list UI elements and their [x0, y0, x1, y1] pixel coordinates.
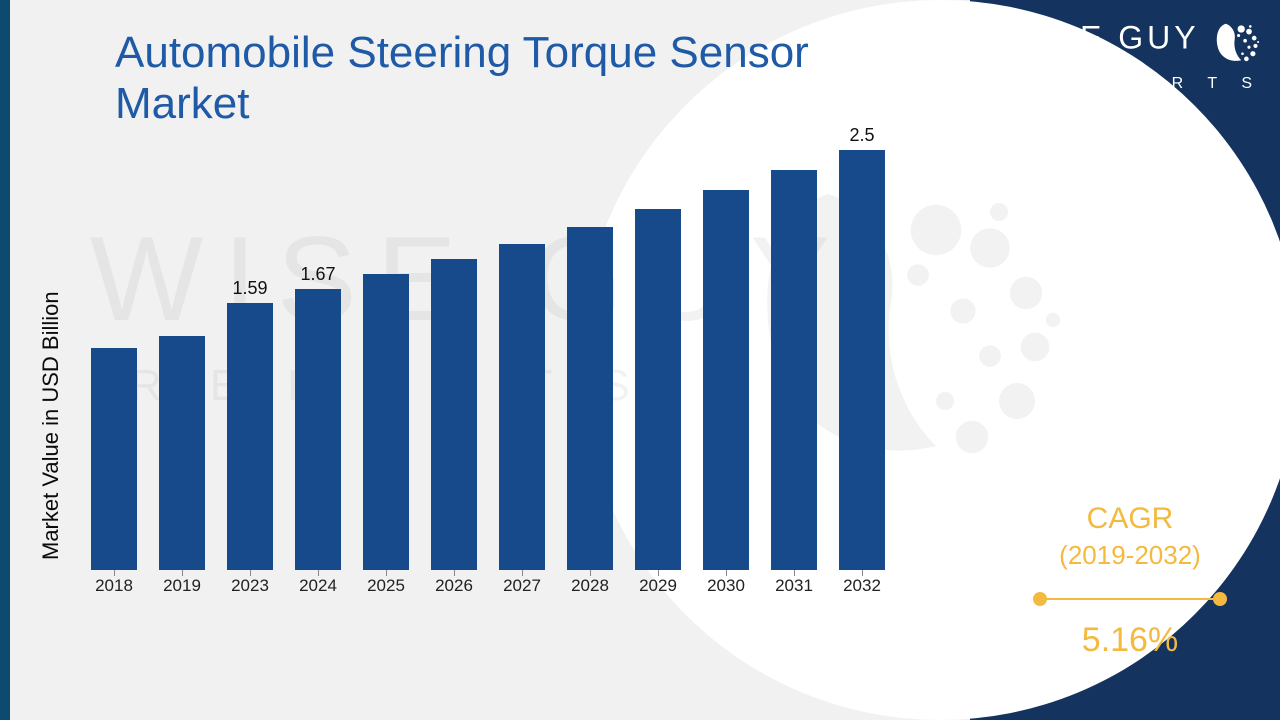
x-category-label: 2031	[760, 576, 828, 596]
bar	[567, 227, 613, 570]
bar-slot: 2025	[352, 274, 420, 570]
infographic-stage: WISE GUY REPORTS Automobile Steering Tor…	[0, 0, 1280, 720]
left-rail	[0, 0, 10, 720]
x-category-label: 2027	[488, 576, 556, 596]
chart-title: Automobile Steering Torque Sensor Market	[115, 28, 895, 129]
bar	[839, 150, 885, 570]
x-category-label: 2024	[284, 576, 352, 596]
brand-line1: WISE GUY	[1008, 20, 1200, 56]
x-category-label: 2025	[352, 576, 420, 596]
cagr-block: CAGR (2019-2032) 5.16%	[1020, 502, 1240, 660]
bar-slot: 2019	[148, 336, 216, 570]
head-icon	[1210, 16, 1262, 73]
x-category-label: 2018	[80, 576, 148, 596]
bar	[295, 289, 341, 570]
x-category-label: 2029	[624, 576, 692, 596]
bar-slot: 2030	[692, 190, 760, 570]
bar	[431, 259, 477, 570]
bar-slot: 2028	[556, 227, 624, 570]
cagr-value: 5.16%	[1020, 621, 1240, 660]
chart-area: 201820191.5920231.6720242025202620272028…	[80, 150, 900, 610]
bar-slot: 2018	[80, 348, 148, 570]
bar-slot: 2029	[624, 209, 692, 570]
bars-container: 201820191.5920231.6720242025202620272028…	[80, 150, 896, 570]
brand-line2: R E P O R T S	[1008, 75, 1262, 93]
x-category-label: 2030	[692, 576, 760, 596]
y-axis-label: Market Value in USD Billion	[38, 291, 64, 560]
bar	[771, 170, 817, 570]
x-category-label: 2032	[828, 576, 896, 596]
cagr-range: (2019-2032)	[1020, 540, 1240, 571]
bar	[227, 303, 273, 570]
bar-value-label: 2.5	[828, 125, 896, 146]
bar	[703, 190, 749, 570]
bar	[91, 348, 137, 570]
bar-slot: 2027	[488, 244, 556, 570]
bar-slot: 1.672024	[284, 289, 352, 570]
x-category-label: 2028	[556, 576, 624, 596]
bar-slot: 2.52032	[828, 150, 896, 570]
bar	[363, 274, 409, 570]
cagr-label: CAGR	[1020, 502, 1240, 536]
bar-slot: 2026	[420, 259, 488, 570]
brand-logo: WISE GUY R E P O R T S	[1008, 16, 1262, 93]
cagr-separator-dot-left	[1033, 592, 1047, 606]
x-category-label: 2019	[148, 576, 216, 596]
bar	[635, 209, 681, 570]
bar	[499, 244, 545, 570]
cagr-separator-dot-right	[1213, 592, 1227, 606]
bar-value-label: 1.59	[216, 278, 284, 299]
bar	[159, 336, 205, 570]
x-category-label: 2026	[420, 576, 488, 596]
cagr-separator	[1040, 589, 1220, 609]
bar-value-label: 1.67	[284, 264, 352, 285]
cagr-separator-line	[1040, 598, 1220, 600]
bar-slot: 1.592023	[216, 303, 284, 570]
bar-slot: 2031	[760, 170, 828, 570]
x-category-label: 2023	[216, 576, 284, 596]
